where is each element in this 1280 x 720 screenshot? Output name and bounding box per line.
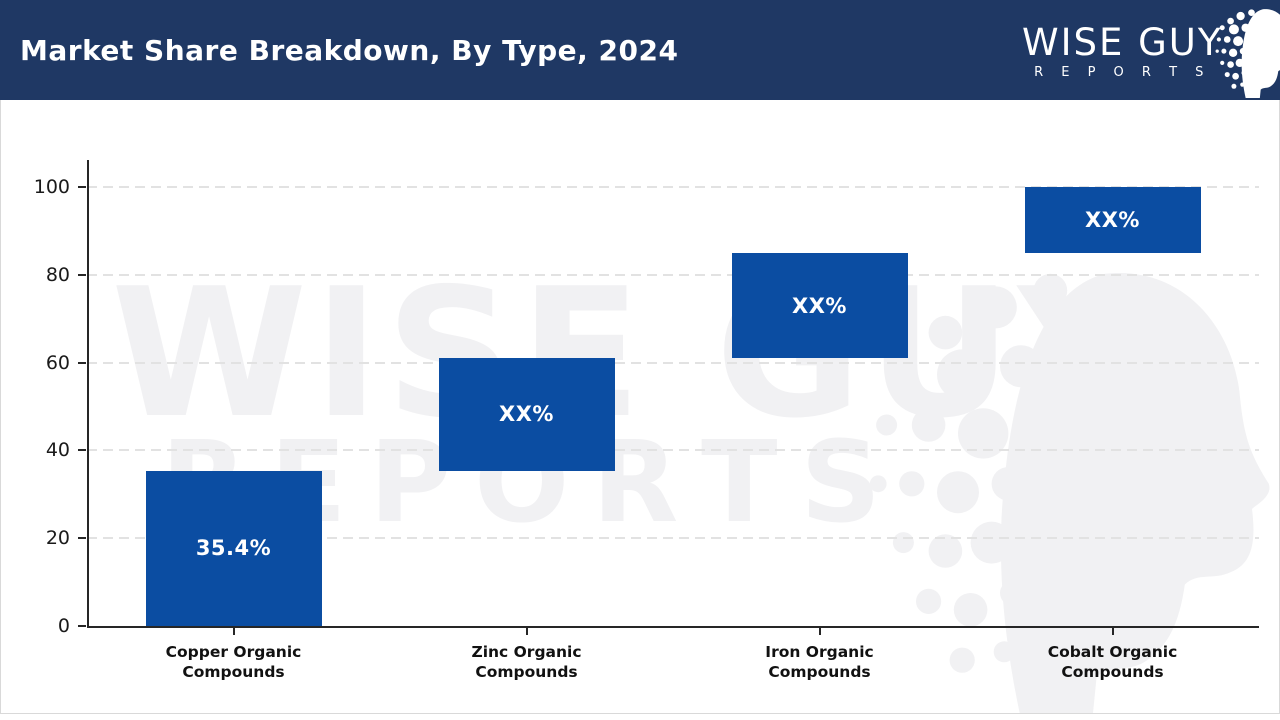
bar-value-label: XX% xyxy=(1085,207,1140,232)
x-category-line1: Zinc Organic xyxy=(471,643,582,661)
page-title: Market Share Breakdown, By Type, 2024 xyxy=(20,33,679,67)
x-category-label: Zinc Organic Compounds xyxy=(377,642,677,682)
x-category-line2: Compounds xyxy=(475,663,578,681)
y-tick-label: 100 xyxy=(33,176,70,198)
y-tick-label: 80 xyxy=(45,263,70,286)
x-category-line1: Copper Organic xyxy=(165,643,302,661)
y-tick-label: 0 xyxy=(57,615,70,637)
bar-segment: XX% xyxy=(1024,187,1201,253)
y-axis-tick xyxy=(78,449,86,452)
y-tick-label: 60 xyxy=(45,351,70,374)
gridline xyxy=(87,537,1259,540)
x-category-line1: Iron Organic xyxy=(765,643,874,661)
x-category-label: Copper Organic Compounds xyxy=(84,642,384,682)
wise-guy-reports-logo: WISE GUY R E P O R T S xyxy=(1022,6,1280,98)
watermark-letter: S xyxy=(800,418,881,548)
bar-value-label: 35.4% xyxy=(195,536,272,561)
x-axis-tick xyxy=(232,626,235,635)
x-axis-line xyxy=(87,626,1259,628)
watermark-letter: P xyxy=(369,418,452,548)
bar-segment: XX% xyxy=(731,252,908,359)
bar-segment: 35.4% xyxy=(145,470,322,626)
y-axis-tick xyxy=(78,186,86,188)
x-axis-tick xyxy=(818,626,821,635)
y-tick-label: 20 xyxy=(45,527,70,550)
bar-value-label: XX% xyxy=(792,293,847,318)
watermark-letter: T xyxy=(701,418,778,548)
x-category-label: Iron Organic Compounds xyxy=(670,642,970,682)
y-axis-tick xyxy=(78,361,86,364)
x-category-line2: Compounds xyxy=(768,663,871,681)
watermark-head-icon xyxy=(869,272,1270,713)
x-category-line2: Compounds xyxy=(1061,663,1164,681)
x-axis-tick xyxy=(525,626,528,635)
logo-name-bottom: R E P O R T S xyxy=(1034,65,1211,80)
x-category-line2: Compounds xyxy=(182,663,285,681)
gridline xyxy=(87,361,1259,364)
x-axis-tick xyxy=(1111,626,1114,635)
x-category-label: Cobalt Organic Compounds xyxy=(963,642,1263,682)
header-bar: Market Share Breakdown, By Type, 2024 WI… xyxy=(0,0,1280,100)
bar-value-label: XX% xyxy=(499,402,554,427)
bar-segment: XX% xyxy=(438,358,615,471)
logo-name-top: WISE GUY xyxy=(1022,21,1223,64)
gridline xyxy=(87,186,1259,188)
gridline xyxy=(87,449,1259,452)
y-tick-label: 40 xyxy=(45,439,70,462)
gridline xyxy=(87,273,1259,276)
y-axis-tick xyxy=(78,273,86,276)
logo-wordmark: WISE GUY R E P O R T S xyxy=(1022,23,1222,81)
y-axis-tick xyxy=(78,625,86,627)
x-category-line1: Cobalt Organic xyxy=(1047,643,1178,661)
y-axis-line xyxy=(87,160,89,628)
y-axis-tick xyxy=(78,537,86,540)
